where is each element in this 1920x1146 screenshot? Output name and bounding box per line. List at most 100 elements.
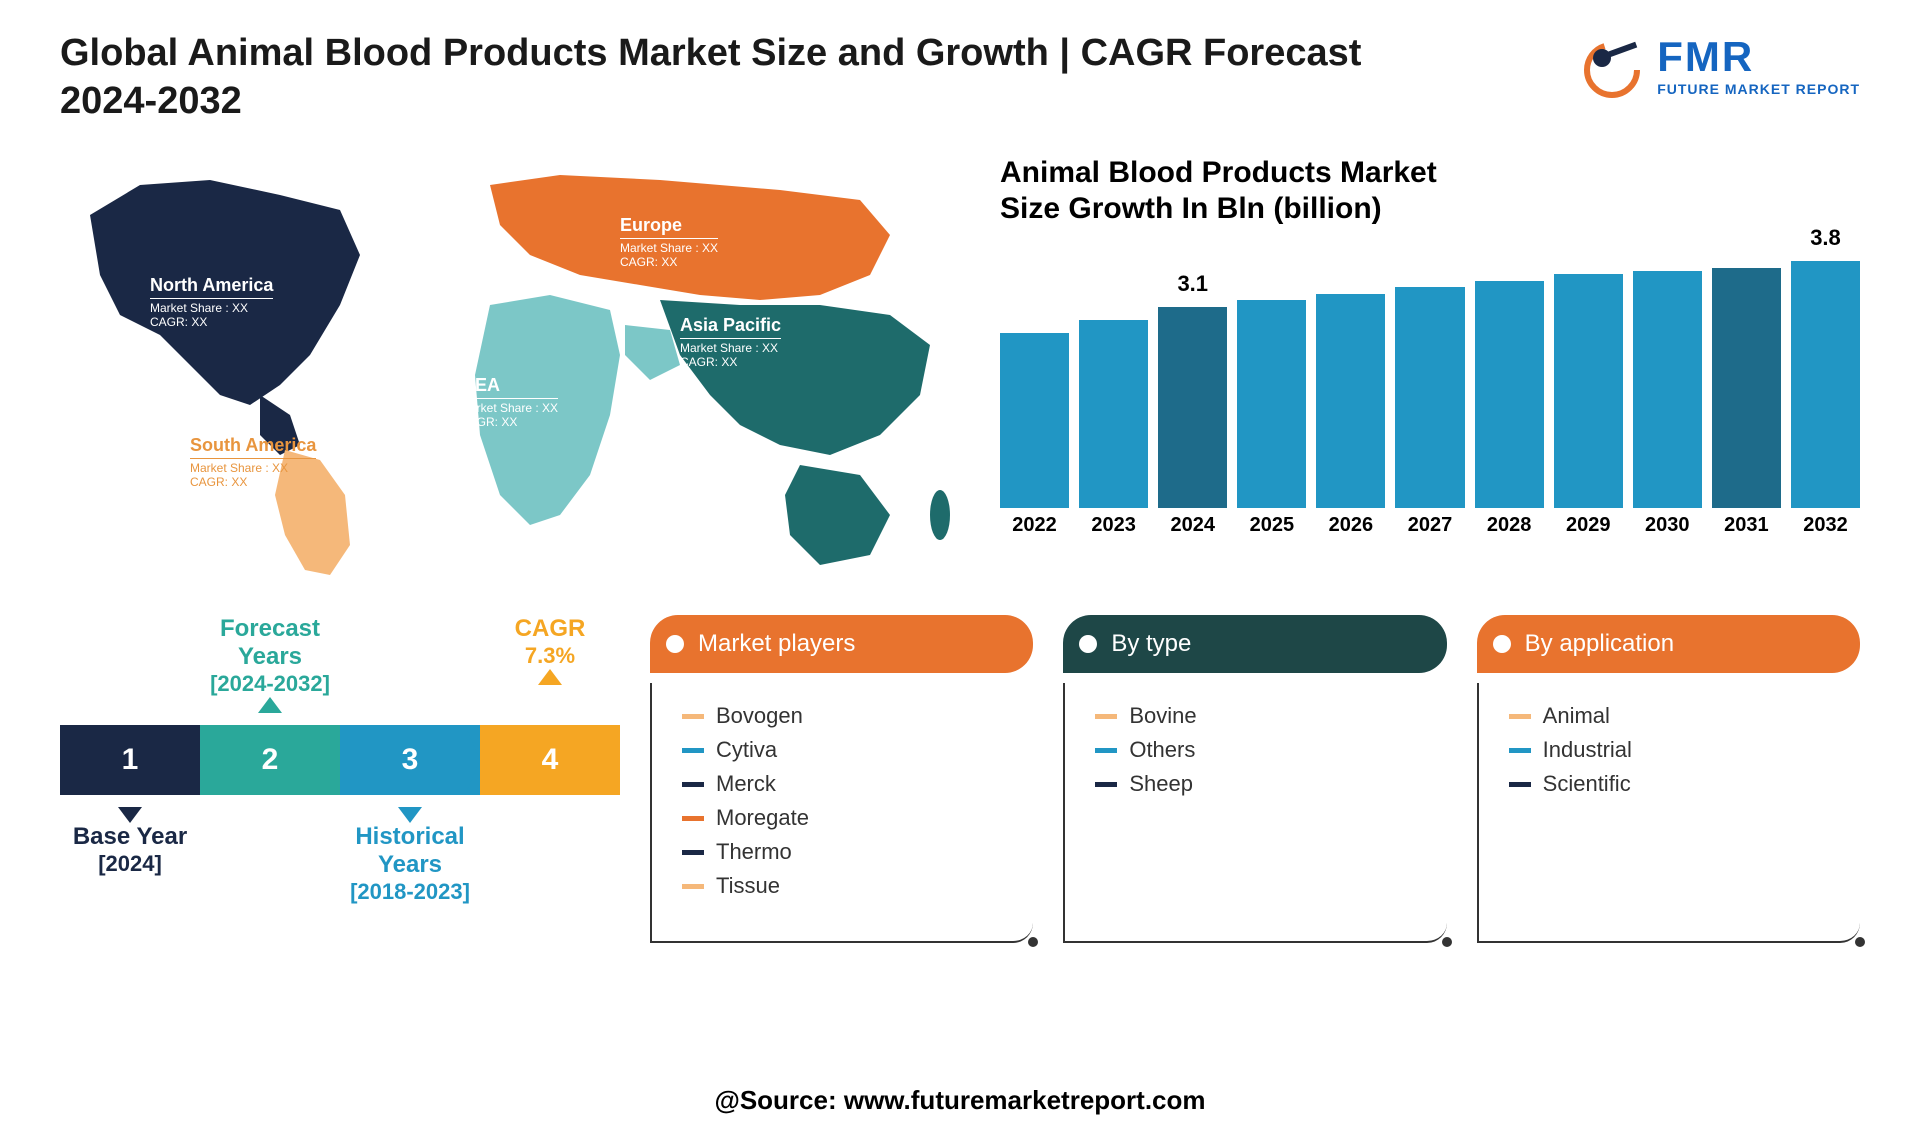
triangle-up-icon <box>258 697 282 713</box>
category-item-label: Bovine <box>1129 703 1196 729</box>
category-item: Sheep <box>1095 771 1426 797</box>
category-item-label: Scientific <box>1543 771 1631 797</box>
category-item-label: Moregate <box>716 805 809 831</box>
fmr-logo: FMR FUTURE MARKET REPORT <box>1577 30 1860 100</box>
triangle-down-icon <box>118 807 142 823</box>
world-map: North AmericaMarket Share : XXCAGR: XX So… <box>60 155 960 575</box>
category-marker-icon <box>1095 782 1117 787</box>
category-header-label: By application <box>1525 630 1674 658</box>
bar <box>1554 274 1623 508</box>
bar <box>1712 268 1781 509</box>
bar-year-label: 2024 <box>1170 514 1215 537</box>
timeline-segment: 3 <box>340 725 480 795</box>
category-item-label: Thermo <box>716 839 792 865</box>
bar-year-label: 2031 <box>1724 514 1769 537</box>
bar <box>1791 261 1860 508</box>
category-body: AnimalIndustrialScientific <box>1477 683 1860 943</box>
category-item: Others <box>1095 737 1426 763</box>
bar-year-label: 2029 <box>1566 514 1611 537</box>
bar-column: 2025 <box>1237 264 1306 537</box>
bar-year-label: 2023 <box>1091 514 1136 537</box>
region-label: South AmericaMarket Share : XXCAGR: XX <box>190 435 316 489</box>
category-header-label: By type <box>1111 630 1191 658</box>
timeline-segment: 1 <box>60 725 200 795</box>
timeline: Forecast Years[2024-2032] CAGR7.3% 1234 … <box>60 615 620 905</box>
category-item: Cytiva <box>682 737 1013 763</box>
bar <box>1475 281 1544 509</box>
bar-column: 2029 <box>1554 238 1623 537</box>
bar <box>1316 294 1385 509</box>
timeline-top-label: Forecast Years[2024-2032] <box>200 615 340 697</box>
triangle-down-icon <box>398 807 422 823</box>
category-header: Market players <box>650 615 1033 673</box>
bar <box>1237 300 1306 508</box>
bar-year-label: 2030 <box>1645 514 1690 537</box>
market-size-chart: Animal Blood Products Market Size Growth… <box>1000 155 1860 575</box>
category-box: By application AnimalIndustrialScientifi… <box>1477 615 1860 943</box>
category-marker-icon <box>1509 714 1531 719</box>
category-item-label: Sheep <box>1129 771 1193 797</box>
category-item: Thermo <box>682 839 1013 865</box>
bar-year-label: 2022 <box>1012 514 1057 537</box>
bar-year-label: 2028 <box>1487 514 1532 537</box>
category-marker-icon <box>1095 748 1117 753</box>
category-header: By type <box>1063 615 1446 673</box>
bar-column: 2031 <box>1712 232 1781 538</box>
dot-icon <box>1079 635 1097 653</box>
category-marker-icon <box>1095 714 1117 719</box>
category-marker-icon <box>682 884 704 889</box>
bar-column: 3.1 2024 <box>1158 271 1227 538</box>
category-marker-icon <box>682 850 704 855</box>
logo-icon <box>1577 30 1647 100</box>
category-marker-icon <box>1509 782 1531 787</box>
category-marker-icon <box>682 816 704 821</box>
bar <box>1158 307 1227 509</box>
triangle-up-icon <box>538 669 562 685</box>
bar-column: 2022 <box>1000 297 1069 538</box>
region-label: MEAMarket Share : XXCAGR: XX <box>460 375 558 429</box>
category-marker-icon <box>682 748 704 753</box>
bar-column: 3.8 2032 <box>1791 225 1860 537</box>
category-item-label: Bovogen <box>716 703 803 729</box>
timeline-top-label: CAGR7.3% <box>480 615 620 669</box>
category-item: Bovogen <box>682 703 1013 729</box>
bar <box>1633 271 1702 508</box>
category-body: Bovogen Cytiva Merck Moregate Thermo Tissue <box>650 683 1033 943</box>
category-header-label: Market players <box>698 630 855 658</box>
bar-value-label: 3.8 <box>1810 225 1841 255</box>
category-item-label: Industrial <box>1543 737 1632 763</box>
category-item: Scientific <box>1509 771 1840 797</box>
category-box: By type Bovine Others Sheep <box>1063 615 1446 943</box>
logo-text-sub: FUTURE MARKET REPORT <box>1657 81 1860 97</box>
category-header: By application <box>1477 615 1860 673</box>
bar <box>1079 320 1148 509</box>
category-marker-icon <box>682 782 704 787</box>
region-label: North AmericaMarket Share : XXCAGR: XX <box>150 275 273 329</box>
logo-text-main: FMR <box>1657 33 1860 81</box>
category-marker-icon <box>682 714 704 719</box>
category-box: Market players Bovogen Cytiva Merck Moregat… <box>650 615 1033 943</box>
timeline-segment: 2 <box>200 725 340 795</box>
bar-year-label: 2026 <box>1329 514 1374 537</box>
bar-column: 2023 <box>1079 284 1148 538</box>
timeline-bottom-label: Base Year[2024] <box>60 823 200 877</box>
timeline-bottom-label: Historical Years[2018-2023] <box>340 823 480 905</box>
category-marker-icon <box>1509 748 1531 753</box>
region-label: EuropeMarket Share : XXCAGR: XX <box>620 215 718 269</box>
category-item: Moregate <box>682 805 1013 831</box>
bar-column: 2030 <box>1633 235 1702 537</box>
bar-value-label: 3.1 <box>1177 271 1208 301</box>
bar-year-label: 2032 <box>1803 514 1848 537</box>
bar-column: 2027 <box>1395 251 1464 537</box>
dot-icon <box>1493 635 1511 653</box>
category-item: Merck <box>682 771 1013 797</box>
region-label: Asia PacificMarket Share : XXCAGR: XX <box>680 315 781 369</box>
bar <box>1395 287 1464 508</box>
category-item: Industrial <box>1509 737 1840 763</box>
category-item-label: Cytiva <box>716 737 777 763</box>
category-item-label: Merck <box>716 771 776 797</box>
bar-column: 2028 <box>1475 245 1544 538</box>
category-item: Tissue <box>682 873 1013 899</box>
timeline-segment: 4 <box>480 725 620 795</box>
bar-column: 2026 <box>1316 258 1385 538</box>
